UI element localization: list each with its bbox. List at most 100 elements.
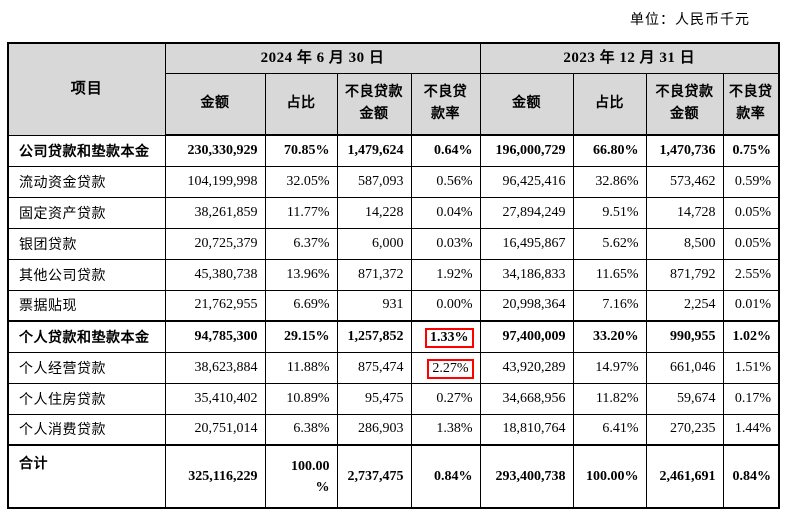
row-label: 合计 xyxy=(7,444,166,509)
value-cell: 0.64% xyxy=(410,134,481,167)
value-cell: 1.92% xyxy=(410,258,481,291)
col-group-2024-date: 2024 年 6 月 30 日 xyxy=(164,42,481,74)
row-label: 个人消费贷款 xyxy=(7,413,166,446)
col-header-2024-amount: 金额 xyxy=(164,72,266,136)
value-cell: 1.51% xyxy=(722,351,780,384)
table-row: 个人经营贷款 38,623,884 11.88% 875,474 2.27% 43,920… xyxy=(7,351,780,384)
col-header-2023-share: 占比 xyxy=(572,72,647,136)
value-cell: 96,425,416 xyxy=(479,165,574,198)
value-cell: 10.89% xyxy=(264,382,338,415)
value-cell: 1,257,852 xyxy=(336,320,412,353)
date-header-row: 项目 2024 年 6 月 30 日 2023 年 12 月 31 日 xyxy=(7,42,780,136)
value-cell: 1.38% xyxy=(410,413,481,446)
value-cell: 871,372 xyxy=(336,258,412,291)
value-cell: 990,955 xyxy=(645,320,724,353)
value-cell: 0.05% xyxy=(722,227,780,260)
row-label: 票据贴现 xyxy=(7,289,166,322)
value-cell: 5.62% xyxy=(572,227,647,260)
row-label: 个人贷款和垫款本金 xyxy=(7,320,166,353)
value-cell: 0.03% xyxy=(410,227,481,260)
value-cell: 871,792 xyxy=(645,258,724,291)
value-cell: 34,186,833 xyxy=(479,258,574,291)
value-cell: 13.96% xyxy=(264,258,338,291)
col-group-2023-date: 2023 年 12 月 31 日 xyxy=(479,42,780,74)
value-cell: 6,000 xyxy=(336,227,412,260)
value-cell: 14,728 xyxy=(645,196,724,229)
loan-breakdown-table: 项目 2024 年 6 月 30 日 2023 年 12 月 31 日 金额 占… xyxy=(7,42,781,509)
value-cell: 196,000,729 xyxy=(479,134,574,167)
value-cell: 11.65% xyxy=(572,258,647,291)
row-label: 个人住房贷款 xyxy=(7,382,166,415)
table-row: 票据贴现 21,762,955 6.69% 931 0.00% 20,998,364 7.1… xyxy=(7,289,780,322)
value-cell: 0.00% xyxy=(410,289,481,322)
value-cell: 0.01% xyxy=(722,289,780,322)
value-cell: 27,894,249 xyxy=(479,196,574,229)
value-cell: 1.02% xyxy=(722,320,780,353)
value-cell: 100.00% xyxy=(572,444,647,509)
table-row: 公司贷款和垫款本金 230,330,929 70.85% 1,479,624 0.64%… xyxy=(7,134,780,167)
value-cell: 2,737,475 xyxy=(336,444,412,509)
value-cell: 66.80% xyxy=(572,134,647,167)
value-cell: 7.16% xyxy=(572,289,647,322)
col-header-2023-npl-rate: 不良贷 款率 xyxy=(722,72,780,136)
value-cell: 21,762,955 xyxy=(164,289,266,322)
unit-label: 单位：人民币千元 xyxy=(630,13,750,28)
value-cell: 14.97% xyxy=(572,351,647,384)
value-cell: 8,500 xyxy=(645,227,724,260)
value-cell: 1.44% xyxy=(722,413,780,446)
value-cell: 325,116,229 xyxy=(164,444,266,509)
value-cell: 20,725,379 xyxy=(164,227,266,260)
value-cell: 230,330,929 xyxy=(164,134,266,167)
value-cell: 11.82% xyxy=(572,382,647,415)
value-cell: 0.17% xyxy=(722,382,780,415)
row-label: 公司贷款和垫款本金 xyxy=(7,134,166,167)
value-cell: 2.55% xyxy=(722,258,780,291)
table-row: 个人住房贷款 35,410,402 10.89% 95,475 0.27% 34,668,… xyxy=(7,382,780,415)
value-cell: 0.04% xyxy=(410,196,481,229)
table-row: 个人贷款和垫款本金 94,785,300 29.15% 1,257,852 1.33% 9… xyxy=(7,320,780,353)
value-cell: 0.59% xyxy=(722,165,780,198)
value-cell: 20,751,014 xyxy=(164,413,266,446)
value-cell: 38,261,859 xyxy=(164,196,266,229)
row-label: 固定资产贷款 xyxy=(7,196,166,229)
value-cell: 29.15% xyxy=(264,320,338,353)
value-cell: 14,228 xyxy=(336,196,412,229)
col-header-item: 项目 xyxy=(7,42,166,136)
value-cell: 1,479,624 xyxy=(336,134,412,167)
value-cell: 32.86% xyxy=(572,165,647,198)
value-cell: 0.84% xyxy=(722,444,780,509)
highlight-annotation-box: 2.27% xyxy=(427,358,474,379)
value-cell: 11.77% xyxy=(264,196,338,229)
value-cell: 2.27% xyxy=(410,351,481,384)
row-label: 流动资金贷款 xyxy=(7,165,166,198)
col-header-2024-share: 占比 xyxy=(264,72,338,136)
value-cell: 6.38% xyxy=(264,413,338,446)
value-cell: 59,674 xyxy=(645,382,724,415)
value-cell: 43,920,289 xyxy=(479,351,574,384)
value-cell: 18,810,764 xyxy=(479,413,574,446)
value-cell: 6.41% xyxy=(572,413,647,446)
table-row: 流动资金贷款 104,199,998 32.05% 587,093 0.56% 96,42… xyxy=(7,165,780,198)
value-cell: 20,998,364 xyxy=(479,289,574,322)
value-cell: 587,093 xyxy=(336,165,412,198)
value-cell: 573,462 xyxy=(645,165,724,198)
table-row: 合计 325,116,229 100.00 % 2,737,475 0.84% 293,4… xyxy=(7,444,780,509)
value-cell: 95,475 xyxy=(336,382,412,415)
value-cell: 6.69% xyxy=(264,289,338,322)
col-header-2024-npl-amt: 不良贷款 金额 xyxy=(336,72,412,136)
sub-header-row: 金额 占比 不良贷款 金额 不良贷 款率 金额 占比 不良贷款 金额 不良贷 款… xyxy=(8,72,780,136)
value-cell: 1.33% xyxy=(410,320,481,353)
col-header-2024-npl-rate: 不良贷 款率 xyxy=(410,72,481,136)
value-cell: 38,623,884 xyxy=(164,351,266,384)
value-cell: 875,474 xyxy=(336,351,412,384)
value-cell: 97,400,009 xyxy=(479,320,574,353)
value-cell: 931 xyxy=(336,289,412,322)
value-cell: 11.88% xyxy=(264,351,338,384)
row-label: 其他公司贷款 xyxy=(7,258,166,291)
table-row: 固定资产贷款 38,261,859 11.77% 14,228 0.04% 27,894,… xyxy=(7,196,780,229)
value-cell: 45,380,738 xyxy=(164,258,266,291)
value-cell: 2,461,691 xyxy=(645,444,724,509)
value-cell: 270,235 xyxy=(645,413,724,446)
value-cell: 94,785,300 xyxy=(164,320,266,353)
table-body: 公司贷款和垫款本金 230,330,929 70.85% 1,479,624 0.64%… xyxy=(7,134,780,509)
